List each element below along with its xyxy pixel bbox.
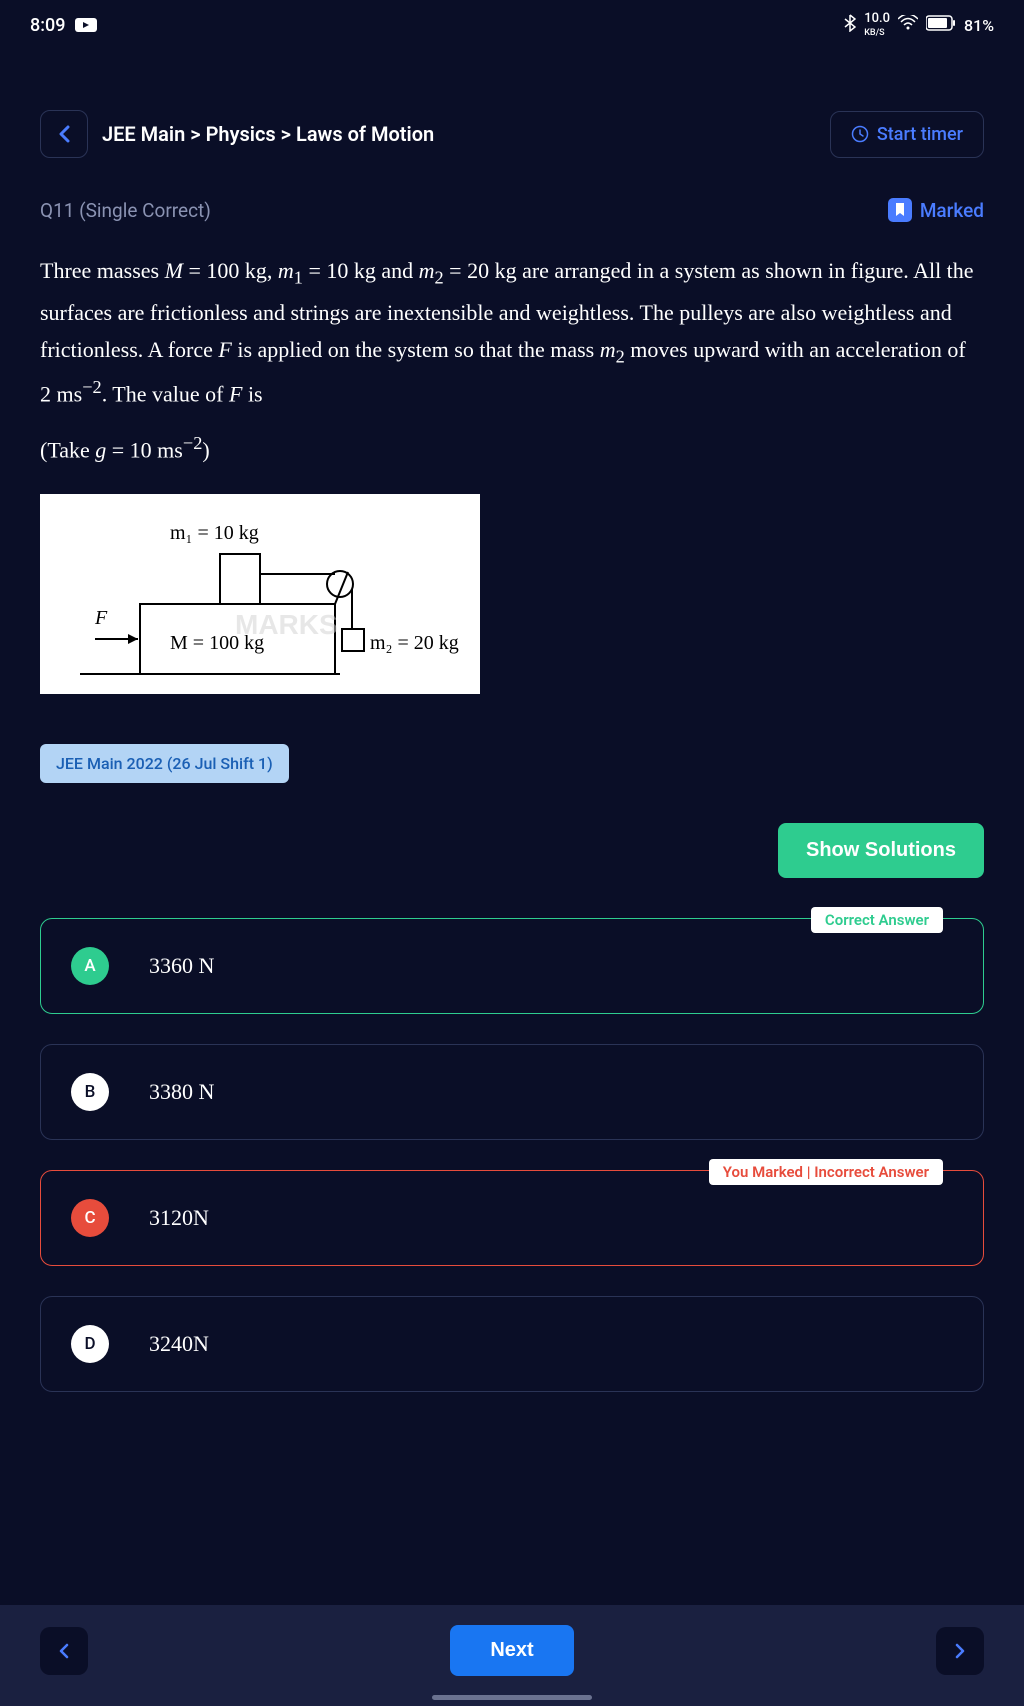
- network-speed: 10.0KB/S: [864, 12, 890, 38]
- option-badge: You Marked | Incorrect Answer: [709, 1159, 943, 1185]
- show-solutions-button[interactable]: Show Solutions: [778, 823, 984, 878]
- svg-text:F: F: [94, 607, 108, 629]
- option-text: 3360 N: [149, 953, 214, 979]
- bluetooth-icon: [844, 14, 856, 36]
- forward-button[interactable]: [936, 1627, 984, 1675]
- question-text: Three masses M = 100 kg, m1 = 10 kg and …: [40, 252, 984, 413]
- svg-text:MARKS: MARKS: [235, 609, 338, 640]
- status-left: 8:09: [30, 15, 97, 36]
- take-g-text: (Take g = 10 ms−2): [40, 433, 984, 463]
- status-right: 10.0KB/S 81%: [844, 12, 994, 38]
- bottom-bar: Next: [0, 1605, 1024, 1706]
- clock-icon: [851, 125, 869, 143]
- battery-percent: 81%: [964, 16, 994, 35]
- start-timer-button[interactable]: Start timer: [830, 111, 984, 158]
- chevron-left-icon: [58, 125, 70, 143]
- option-d[interactable]: D 3240N: [40, 1296, 984, 1392]
- option-text: 3240N: [149, 1331, 209, 1357]
- option-text: 3380 N: [149, 1079, 214, 1105]
- exam-tag[interactable]: JEE Main 2022 (26 Jul Shift 1): [40, 744, 289, 783]
- option-letter: D: [71, 1325, 109, 1363]
- question-meta: Q11 (Single Correct) Marked: [40, 198, 984, 222]
- next-button[interactable]: Next: [450, 1625, 573, 1676]
- option-letter: C: [71, 1199, 109, 1237]
- option-badge: Correct Answer: [811, 907, 943, 933]
- chevron-left-icon: [59, 1643, 69, 1659]
- question-number: Q11 (Single Correct): [40, 199, 211, 222]
- option-letter: A: [71, 947, 109, 985]
- bookmark-icon: [888, 198, 912, 222]
- timer-label: Start timer: [877, 124, 963, 145]
- status-time: 8:09: [30, 15, 65, 36]
- option-a[interactable]: Correct AnswerA3360 N: [40, 918, 984, 1014]
- battery-icon: [926, 15, 956, 35]
- status-bar: 8:09 10.0KB/S 81%: [0, 0, 1024, 50]
- breadcrumb[interactable]: JEE Main > Physics > Laws of Motion: [102, 122, 434, 146]
- option-b[interactable]: B 3380 N: [40, 1044, 984, 1140]
- option-text: 3120N: [149, 1205, 209, 1231]
- svg-text:m₂ = 20 kg: m₂ = 20 kg: [370, 632, 459, 654]
- home-indicator: [432, 1695, 592, 1700]
- question-diagram: F m₁ = 10 kg M = 100 kg m₂ = 20 kg MARKS: [40, 494, 480, 694]
- wifi-icon: [898, 15, 918, 35]
- video-icon: [75, 18, 97, 32]
- marked-label: Marked: [920, 199, 984, 222]
- back-button[interactable]: [40, 110, 88, 158]
- prev-button[interactable]: [40, 1627, 88, 1675]
- option-letter: B: [71, 1073, 109, 1111]
- svg-text:m₁ = 10 kg: m₁ = 10 kg: [170, 522, 259, 544]
- chevron-right-icon: [955, 1643, 965, 1659]
- header-row: JEE Main > Physics > Laws of Motion Star…: [40, 110, 984, 158]
- option-c[interactable]: You Marked | Incorrect AnswerC3120N: [40, 1170, 984, 1266]
- marked-indicator[interactable]: Marked: [888, 198, 984, 222]
